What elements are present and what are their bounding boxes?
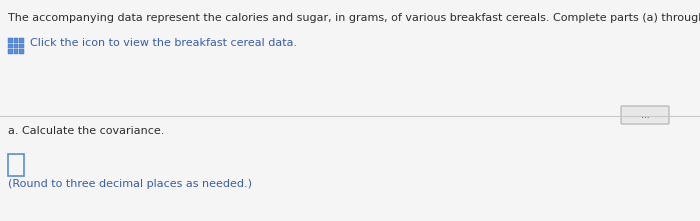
FancyBboxPatch shape: [8, 154, 24, 176]
FancyBboxPatch shape: [621, 106, 669, 124]
FancyBboxPatch shape: [13, 49, 18, 53]
FancyBboxPatch shape: [8, 44, 13, 48]
Text: ...: ...: [640, 110, 650, 120]
FancyBboxPatch shape: [8, 38, 13, 42]
Text: a. Calculate the covariance.: a. Calculate the covariance.: [8, 126, 164, 136]
FancyBboxPatch shape: [19, 38, 24, 42]
Text: Click the icon to view the breakfast cereal data.: Click the icon to view the breakfast cer…: [30, 38, 297, 48]
FancyBboxPatch shape: [19, 49, 24, 53]
FancyBboxPatch shape: [13, 44, 18, 48]
Text: The accompanying data represent the calories and sugar, in grams, of various bre: The accompanying data represent the calo…: [8, 13, 700, 23]
FancyBboxPatch shape: [13, 38, 18, 42]
FancyBboxPatch shape: [8, 49, 13, 53]
FancyBboxPatch shape: [19, 44, 24, 48]
Text: (Round to three decimal places as needed.): (Round to three decimal places as needed…: [8, 179, 252, 189]
